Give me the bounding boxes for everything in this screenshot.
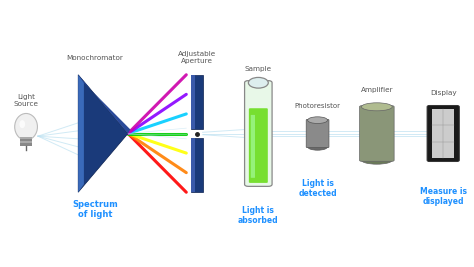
FancyBboxPatch shape — [245, 81, 272, 186]
FancyBboxPatch shape — [20, 141, 32, 143]
Ellipse shape — [248, 77, 268, 88]
FancyBboxPatch shape — [432, 109, 454, 158]
Text: Measure is
displayed: Measure is displayed — [419, 187, 467, 206]
FancyBboxPatch shape — [251, 115, 255, 178]
FancyBboxPatch shape — [191, 138, 202, 192]
FancyBboxPatch shape — [191, 75, 202, 129]
Text: Amplifier: Amplifier — [361, 88, 393, 93]
Text: Light
Source: Light Source — [14, 94, 38, 107]
Text: Monochromator: Monochromator — [66, 56, 123, 61]
FancyBboxPatch shape — [191, 138, 194, 192]
FancyBboxPatch shape — [20, 139, 32, 141]
FancyBboxPatch shape — [249, 108, 268, 183]
Polygon shape — [78, 75, 128, 192]
FancyBboxPatch shape — [306, 119, 329, 148]
Text: Sample: Sample — [245, 66, 272, 72]
Ellipse shape — [308, 144, 328, 150]
Text: Display: Display — [430, 90, 456, 96]
Ellipse shape — [362, 156, 392, 164]
Ellipse shape — [362, 103, 392, 111]
FancyBboxPatch shape — [191, 75, 194, 129]
Ellipse shape — [308, 117, 328, 123]
Ellipse shape — [15, 113, 37, 140]
FancyBboxPatch shape — [20, 143, 32, 146]
FancyBboxPatch shape — [360, 106, 394, 161]
Polygon shape — [78, 75, 130, 134]
FancyBboxPatch shape — [20, 137, 32, 139]
Text: Photoresistor: Photoresistor — [294, 104, 341, 109]
Text: Spectrum
of light: Spectrum of light — [72, 199, 118, 219]
Text: Light is
absorbed: Light is absorbed — [238, 206, 279, 225]
Ellipse shape — [19, 120, 25, 128]
Text: Adjustable
Aperture: Adjustable Aperture — [178, 51, 216, 64]
FancyBboxPatch shape — [427, 105, 459, 162]
Polygon shape — [78, 75, 84, 192]
Text: Light is
detected: Light is detected — [298, 179, 337, 198]
